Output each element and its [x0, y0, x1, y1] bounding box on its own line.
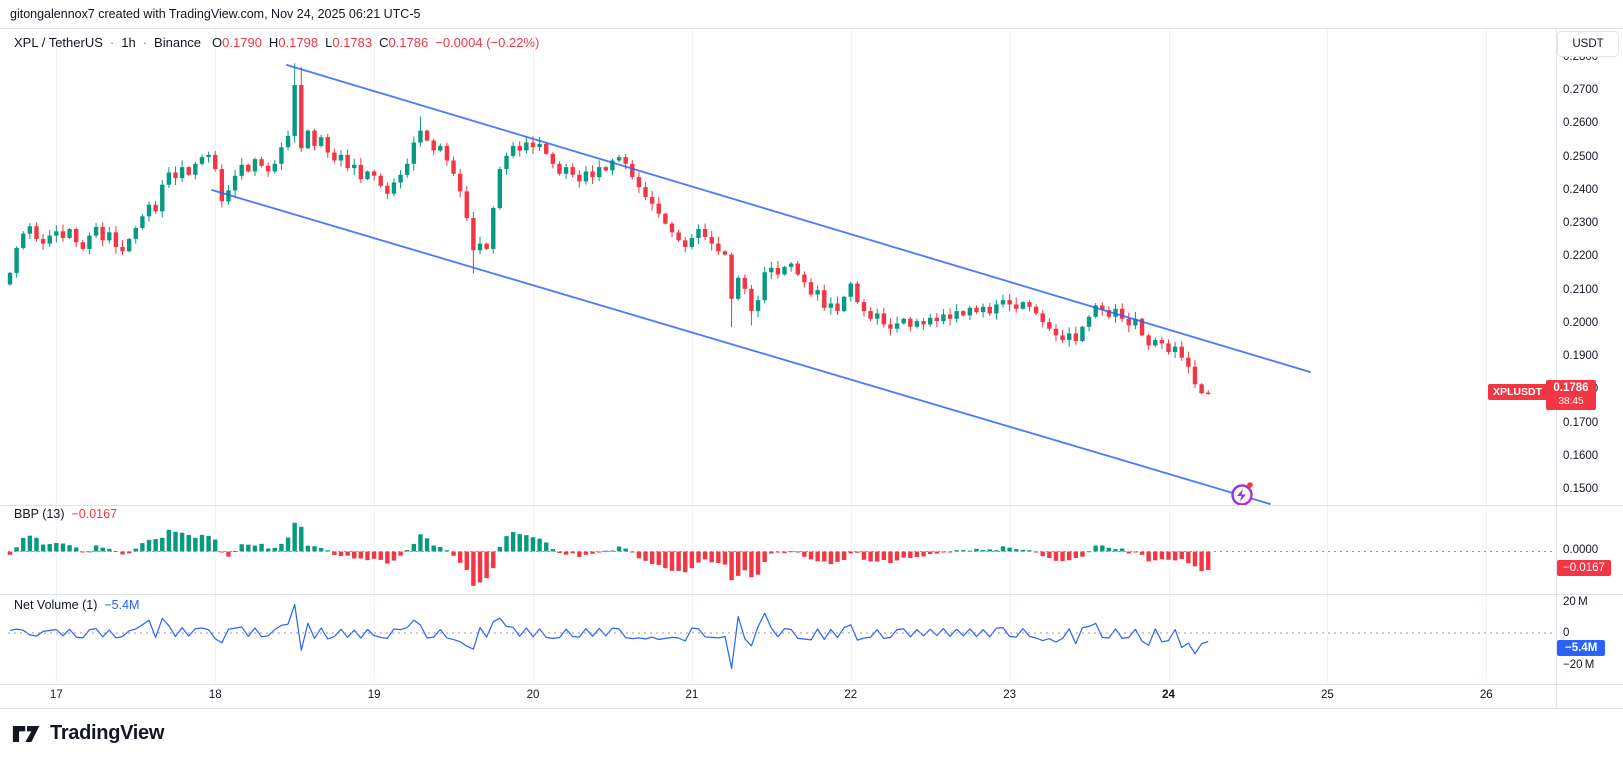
ohlc-item: H0.1798 [268, 35, 319, 50]
tradingview-logo-text: TradingView [50, 722, 165, 744]
ohlc-item: C0.1786 [379, 35, 429, 50]
bbp-volume-separator[interactable] [0, 594, 1623, 595]
price-tick-label: 0.1900 [1563, 350, 1599, 362]
exchange-label: Binance [154, 35, 202, 50]
chart-bottom-border [0, 708, 1623, 709]
day-gridlines [56, 29, 1487, 683]
ohlc-item: L0.1783 [325, 35, 373, 50]
symbol-price-tag: XPLUSDT [1488, 384, 1548, 400]
price-tick-label: 0.2400 [1563, 183, 1599, 196]
zero-dashed-lines [8, 551, 1556, 634]
time-tick-label-18: 18 [208, 689, 222, 701]
bbp-zero-label: 0.0000 [1563, 544, 1599, 556]
volume-pane-legend: Net Volume (1) −5.4M [14, 598, 139, 612]
main-bbp-separator[interactable] [0, 505, 1623, 506]
bbp-value: −0.0167 [71, 507, 118, 521]
price-tick-label: 0.2600 [1563, 117, 1599, 130]
price-tick-label: 0.2700 [1563, 84, 1599, 96]
interval-label[interactable]: 1h [121, 35, 136, 50]
time-tick-label-26: 26 [1479, 689, 1493, 701]
net-volume-value: −5.4M [104, 598, 140, 612]
volume-tick-label: −20 M [1563, 658, 1595, 671]
time-tick-label-20: 20 [526, 689, 540, 701]
price-tick-label: 0.2000 [1563, 316, 1599, 329]
ohlc-item: O0.1790 [212, 35, 262, 50]
descending-channel-drawing[interactable] [211, 64, 1311, 505]
header-separator [0, 28, 1623, 29]
time-tick-label-17: 17 [49, 689, 63, 701]
price-axis-separator [1556, 28, 1557, 708]
bbp-histogram [7, 522, 1211, 586]
time-tick-label-21: 21 [685, 689, 699, 701]
attribution-text: gitongalennox7 created with TradingView.… [10, 7, 421, 21]
ohlc-values: O0.1790 H0.1798 L0.1783 C0.1786 [212, 35, 428, 50]
price-tick-label: 0.1500 [1563, 483, 1599, 495]
bbp-title[interactable]: BBP (13) [14, 507, 65, 521]
price-tick-label: 0.1700 [1563, 416, 1599, 429]
tradingview-logo-mark [12, 725, 40, 742]
flash-icon[interactable] [1231, 482, 1253, 506]
tradingview-logo[interactable]: TradingView [12, 722, 164, 745]
bar-countdown: 38:45 [1558, 396, 1584, 407]
currency-toggle-button[interactable]: USDT [1557, 31, 1619, 57]
volume-tick-label: 20 M [1563, 595, 1588, 608]
net-volume-title[interactable]: Net Volume (1) [14, 598, 98, 612]
net-volume-line [9, 603, 1209, 670]
price-tick-label: 0.1600 [1563, 449, 1599, 462]
time-tick-label-25: 25 [1320, 689, 1334, 701]
price-tick-label: 0.2200 [1563, 250, 1599, 263]
last-price-value: 0.1786 [1553, 382, 1589, 394]
volume-axis-separator [0, 684, 1623, 685]
volume-tick-label: 0 [1563, 627, 1570, 639]
price-tick-label: 0.2300 [1563, 217, 1599, 229]
time-tick-label-23: 23 [1003, 689, 1017, 701]
price-tick-label: 0.2500 [1563, 150, 1599, 163]
time-tick-label-24: 24 [1162, 689, 1175, 701]
main-chart-legend: XPL / TetherUS · 1h · Binance O0.1790 H0.… [14, 35, 540, 50]
time-tick-label-19: 19 [367, 689, 381, 701]
bbp-pane-legend: BBP (13) −0.0167 [14, 507, 117, 521]
last-price-badge: 0.1786 38:45 [1546, 380, 1596, 410]
bbp-value-badge: −0.0167 [1557, 560, 1611, 576]
net-volume-badge: −5.4M [1557, 640, 1606, 656]
candlestick-series [7, 63, 1211, 395]
change-value: −0.0004 (−0.22%) [435, 35, 540, 50]
time-tick-label-22: 22 [844, 689, 858, 701]
symbol-title[interactable]: XPL / TetherUS [14, 35, 103, 50]
price-tick-label: 0.2100 [1563, 283, 1599, 296]
